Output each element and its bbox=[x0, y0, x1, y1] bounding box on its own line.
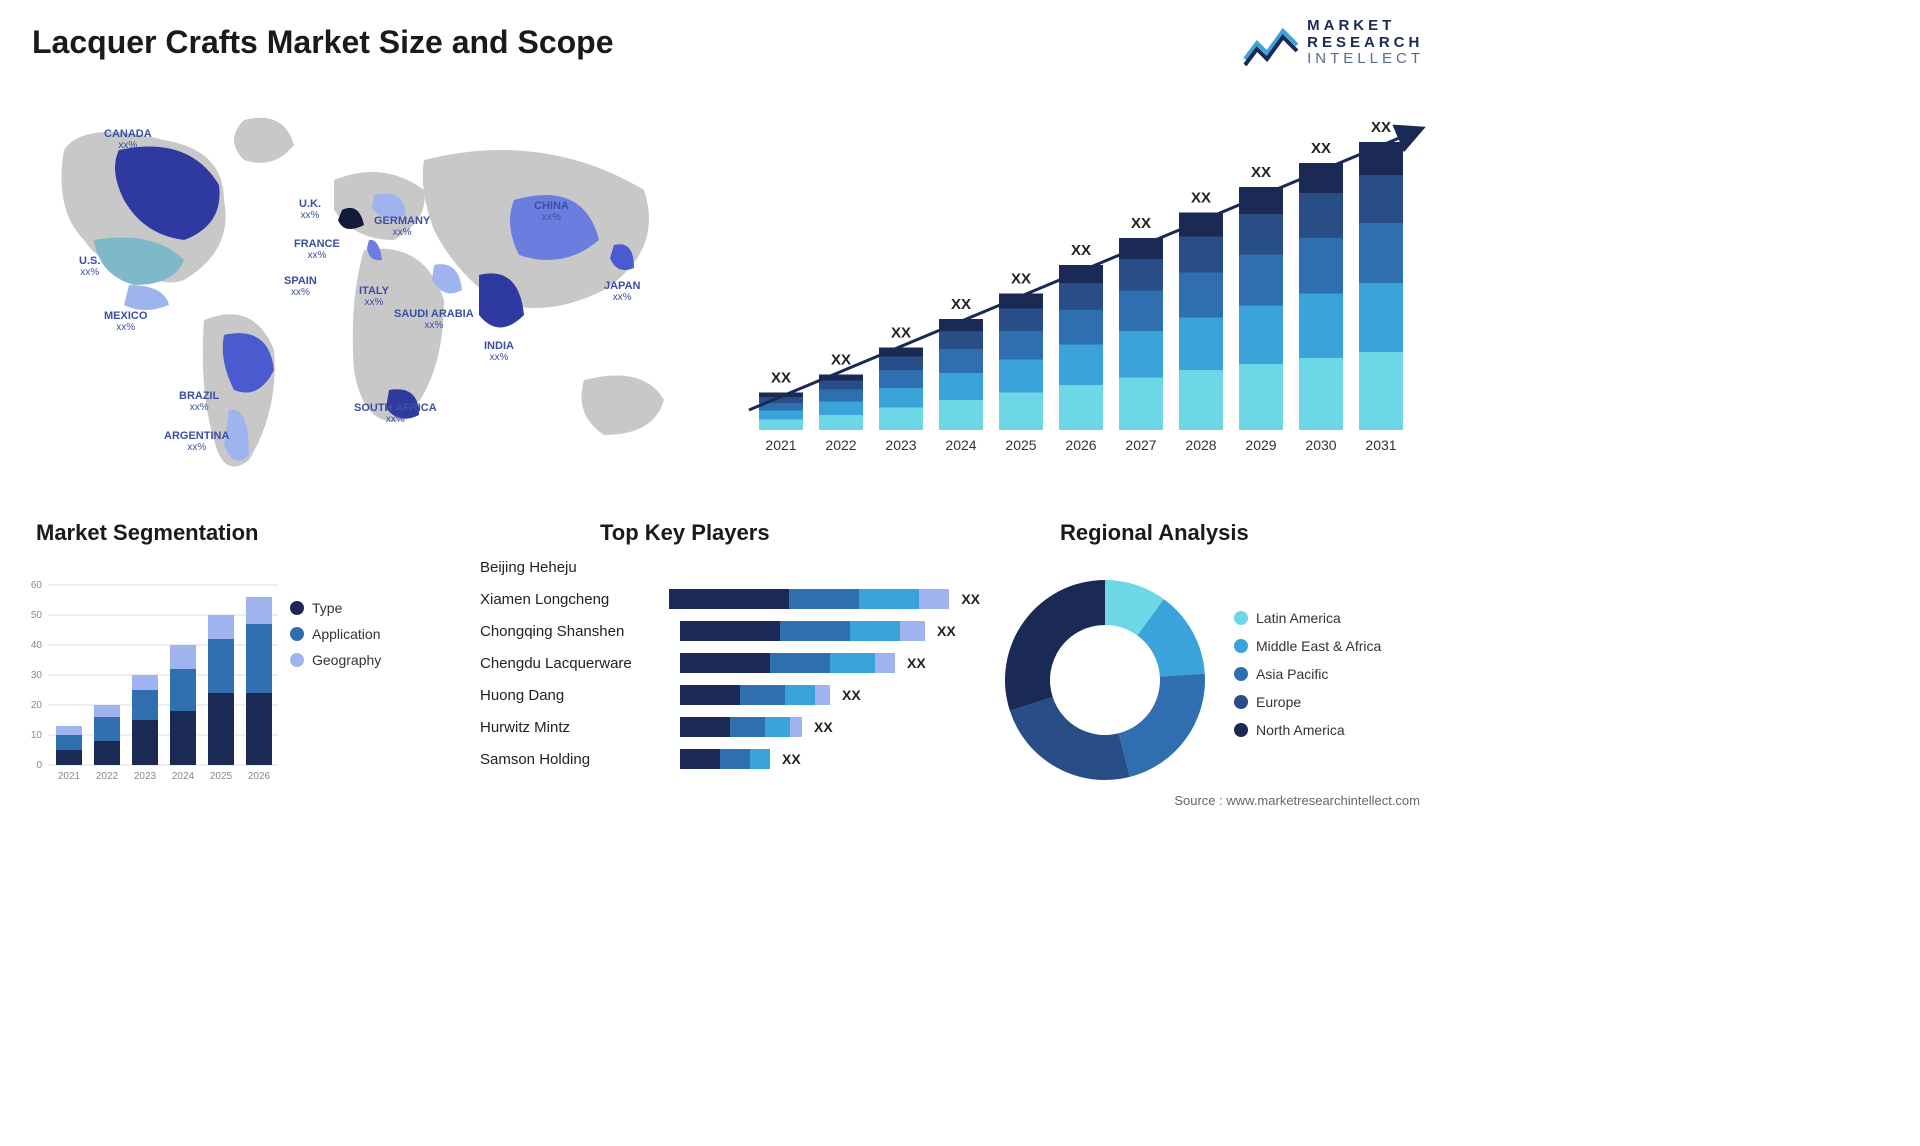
svg-text:2025: 2025 bbox=[1005, 437, 1036, 453]
svg-text:50: 50 bbox=[31, 610, 43, 621]
svg-text:2024: 2024 bbox=[945, 437, 976, 453]
svg-text:2023: 2023 bbox=[134, 771, 157, 782]
svg-text:XX: XX bbox=[1191, 190, 1211, 207]
svg-text:2025: 2025 bbox=[210, 771, 233, 782]
key-player-row: Samson HoldingXX bbox=[480, 744, 980, 774]
logo-line2: RESEARCH bbox=[1307, 35, 1424, 52]
svg-text:2023: 2023 bbox=[885, 437, 916, 453]
map-label: SAUDI ARABIAxx% bbox=[394, 308, 474, 331]
svg-text:XX: XX bbox=[951, 296, 971, 313]
map-label: U.S.xx% bbox=[79, 255, 100, 278]
svg-text:XX: XX bbox=[1071, 242, 1091, 259]
map-label: U.K.xx% bbox=[299, 198, 321, 221]
svg-text:2024: 2024 bbox=[172, 771, 195, 782]
key-player-row: Xiamen LongchengXX bbox=[480, 584, 980, 614]
legend-item: North America bbox=[1234, 722, 1381, 738]
svg-text:2031: 2031 bbox=[1365, 437, 1396, 453]
segmentation-legend: Type Application Geography bbox=[290, 600, 381, 678]
svg-text:2028: 2028 bbox=[1185, 437, 1216, 453]
svg-text:2022: 2022 bbox=[825, 437, 856, 453]
svg-text:XX: XX bbox=[891, 325, 911, 342]
svg-text:2029: 2029 bbox=[1245, 437, 1276, 453]
map-label: MEXICOxx% bbox=[104, 310, 147, 333]
svg-text:2026: 2026 bbox=[248, 771, 271, 782]
svg-text:XX: XX bbox=[1251, 164, 1271, 181]
legend-item: Middle East & Africa bbox=[1234, 638, 1381, 654]
key-player-row: Chongqing ShanshenXX bbox=[480, 616, 980, 646]
growth-chart: 2021 XX 2022 XX 2023 XX 2024 XX 2025 XX 2026 XX 2027… bbox=[746, 110, 1416, 470]
regional-legend: Latin America Middle East & Africa Asia Pa… bbox=[1234, 610, 1381, 750]
brand-logo: MARKET RESEARCH INTELLECT bbox=[1243, 18, 1424, 68]
regional-title: Regional Analysis bbox=[1060, 520, 1249, 546]
key-player-row: Huong DangXX bbox=[480, 680, 980, 710]
svg-text:2022: 2022 bbox=[96, 771, 119, 782]
legend-item: Type bbox=[290, 600, 381, 616]
svg-text:2021: 2021 bbox=[765, 437, 796, 453]
map-label: GERMANYxx% bbox=[374, 215, 430, 238]
legend-item: Europe bbox=[1234, 694, 1381, 710]
svg-text:10: 10 bbox=[31, 730, 43, 741]
svg-text:XX: XX bbox=[831, 352, 851, 369]
legend-item: Application bbox=[290, 626, 381, 642]
legend-item: Asia Pacific bbox=[1234, 666, 1381, 682]
map-label: JAPANxx% bbox=[604, 280, 640, 303]
source-credit: Source : www.marketresearchintellect.com bbox=[1174, 793, 1420, 808]
key-player-row: Hurwitz MintzXX bbox=[480, 712, 980, 742]
legend-item: Geography bbox=[290, 652, 381, 668]
svg-text:2027: 2027 bbox=[1125, 437, 1156, 453]
svg-text:20: 20 bbox=[31, 700, 43, 711]
svg-text:XX: XX bbox=[1011, 271, 1031, 288]
map-label: FRANCExx% bbox=[294, 238, 340, 261]
svg-text:XX: XX bbox=[1131, 215, 1151, 232]
segmentation-title: Market Segmentation bbox=[36, 520, 259, 546]
map-label: ARGENTINAxx% bbox=[164, 430, 229, 453]
page-title: Lacquer Crafts Market Size and Scope bbox=[32, 24, 614, 61]
key-player-row: Chengdu LacquerwareXX bbox=[480, 648, 980, 678]
world-map: CANADAxx% U.S.xx% MEXICOxx% BRAZILxx% ARGENT… bbox=[24, 90, 704, 490]
map-label: INDIAxx% bbox=[484, 340, 514, 363]
svg-text:XX: XX bbox=[1371, 119, 1391, 136]
svg-text:2030: 2030 bbox=[1305, 437, 1336, 453]
key-players-chart: Beijing HehejuXiamen LongchengXXChongqin… bbox=[480, 552, 980, 802]
svg-text:2021: 2021 bbox=[58, 771, 81, 782]
logo-line3: INTELLECT bbox=[1307, 51, 1424, 68]
svg-text:XX: XX bbox=[771, 370, 791, 387]
map-label: CHINAxx% bbox=[534, 200, 569, 223]
map-label: ITALYxx% bbox=[359, 285, 389, 308]
map-label: BRAZILxx% bbox=[179, 390, 219, 413]
svg-text:30: 30 bbox=[31, 670, 43, 681]
map-label: SPAINxx% bbox=[284, 275, 317, 298]
key-players-title: Top Key Players bbox=[600, 520, 770, 546]
svg-text:XX: XX bbox=[1311, 140, 1331, 157]
svg-text:2026: 2026 bbox=[1065, 437, 1096, 453]
svg-text:60: 60 bbox=[31, 580, 43, 591]
logo-icon bbox=[1243, 19, 1299, 67]
legend-item: Latin America bbox=[1234, 610, 1381, 626]
svg-text:40: 40 bbox=[31, 640, 43, 651]
regional-chart: Latin America Middle East & Africa Asia Pa… bbox=[1000, 560, 1430, 800]
logo-line1: MARKET bbox=[1307, 18, 1424, 35]
map-label: CANADAxx% bbox=[104, 128, 152, 151]
map-label: SOUTH AFRICAxx% bbox=[354, 402, 437, 425]
key-player-row: Beijing Heheju bbox=[480, 552, 980, 582]
svg-text:0: 0 bbox=[36, 760, 42, 771]
